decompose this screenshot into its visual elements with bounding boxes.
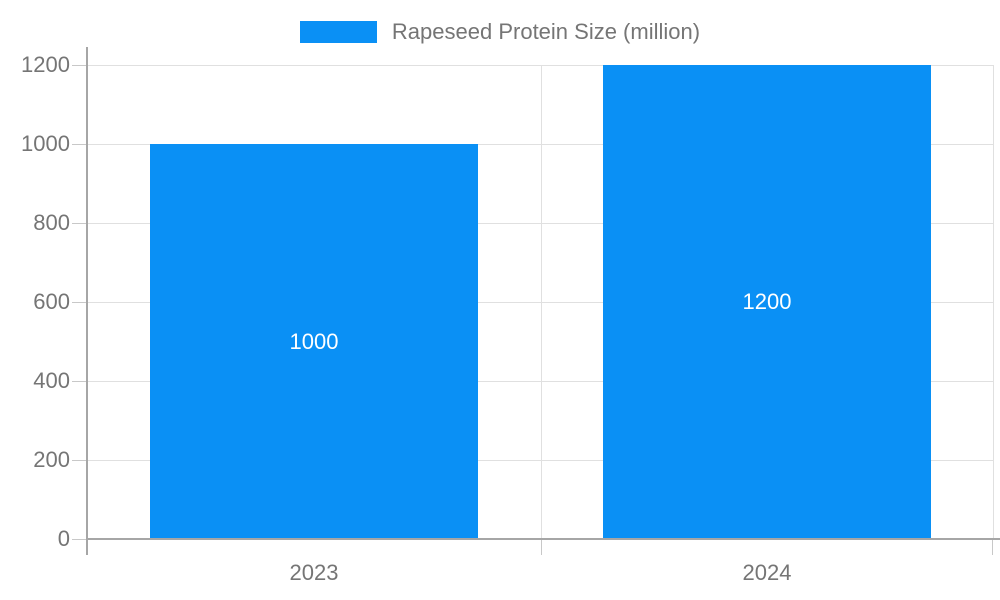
- bar-value-label: 1000: [289, 328, 339, 354]
- y-tick-label: 600: [33, 289, 70, 314]
- bar[interactable]: 1000: [150, 144, 478, 539]
- legend-label: Rapeseed Protein Size (million): [391, 19, 701, 44]
- x-tick-label: 2024: [742, 560, 792, 585]
- y-axis-tick: [72, 381, 88, 382]
- y-tick-label: 1000: [21, 131, 70, 156]
- y-axis-tick: [72, 539, 88, 540]
- y-axis-tick: [72, 223, 88, 224]
- y-axis-line: [86, 47, 88, 555]
- bar[interactable]: 1200: [603, 65, 931, 539]
- plot-area: 1000 1200: [72, 47, 1000, 555]
- x-tick-label: 2023: [289, 560, 339, 585]
- legend-swatch: [299, 21, 377, 43]
- y-tick-label: 400: [33, 368, 70, 393]
- y-axis-tick: [72, 460, 88, 461]
- x-axis-tick: [540, 539, 542, 555]
- bar-value-label: 1200: [742, 289, 792, 314]
- x-axis-line: [88, 538, 1000, 540]
- legend[interactable]: Rapeseed Protein Size (million): [0, 17, 1000, 47]
- y-tick-label: 0: [57, 526, 70, 551]
- y-tick-label: 200: [33, 447, 70, 472]
- gridline: [540, 65, 542, 539]
- x-axis-tick: [992, 539, 993, 555]
- y-axis-tick: [72, 302, 88, 303]
- y-axis-tick: [72, 65, 88, 66]
- y-tick-label: 1200: [21, 52, 70, 77]
- y-axis-tick: [72, 144, 88, 145]
- y-tick-label: 800: [33, 210, 70, 235]
